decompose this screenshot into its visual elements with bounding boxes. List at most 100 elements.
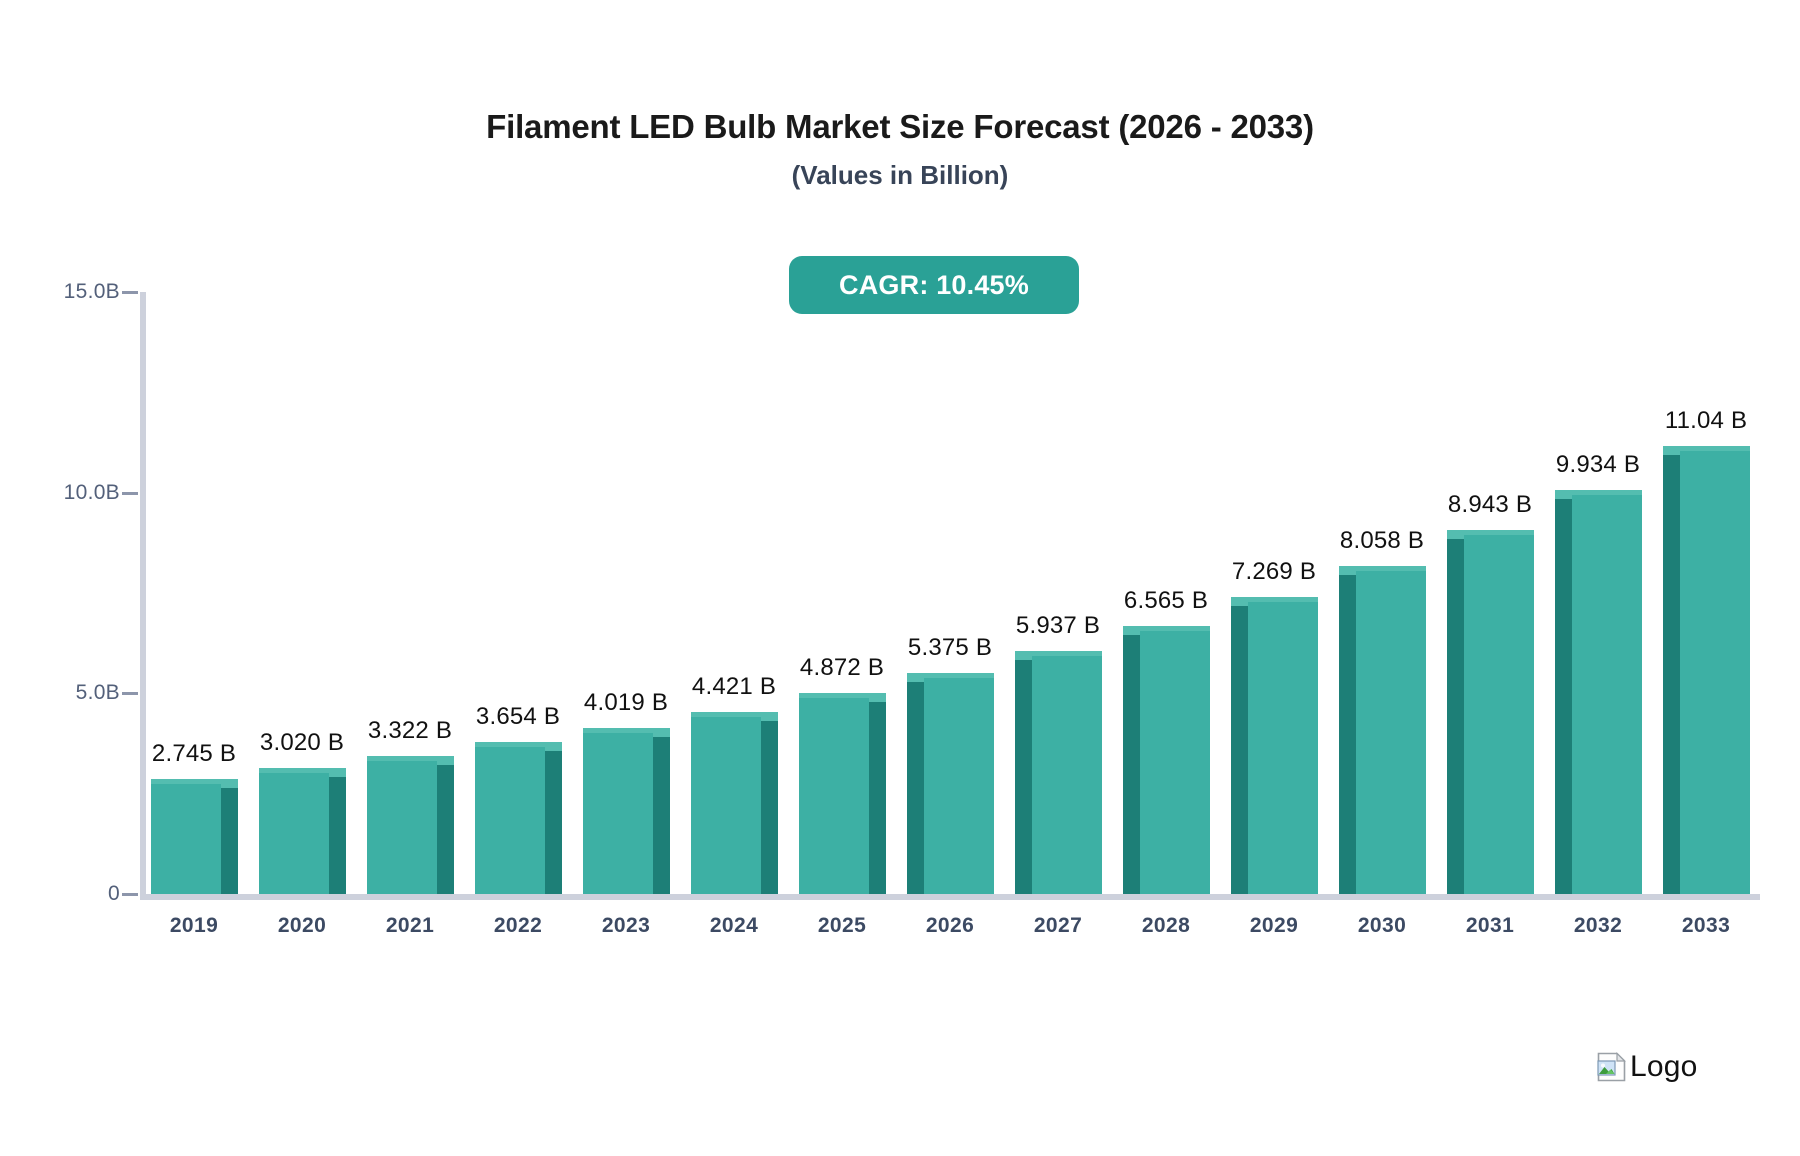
bar-front-face <box>366 760 437 894</box>
bar-top-face <box>1338 565 1426 575</box>
bar-2024[interactable] <box>140 292 1760 894</box>
x-axis-label-2030: 2030 <box>1357 914 1407 937</box>
bar-value-label: 4.019 B <box>583 688 669 716</box>
bar-front-face <box>1247 602 1318 894</box>
bar-side-face <box>328 772 346 894</box>
x-axis-label-2024: 2024 <box>709 914 759 937</box>
bar-side-face <box>220 783 238 894</box>
x-axis-label-2022: 2022 <box>493 914 543 937</box>
bar-side-face <box>760 716 778 894</box>
bar-front-face <box>474 747 545 894</box>
bar-value-label: 3.322 B <box>367 716 453 744</box>
bar-side-face <box>1014 655 1032 894</box>
logo-text: Logo <box>1630 1050 1698 1083</box>
bar-front-face <box>1571 495 1642 894</box>
bar-2031[interactable] <box>140 292 1760 894</box>
bar-value-label: 7.269 B <box>1231 558 1317 586</box>
bar-top-face <box>798 693 886 703</box>
chart-subtitle: (Values in Billion) <box>791 159 1009 190</box>
bar-side-face <box>1230 602 1248 894</box>
x-axis-label-2028: 2028 <box>1141 914 1191 937</box>
bar-side-face <box>1122 630 1140 894</box>
x-axis-label-2027: 2027 <box>1033 914 1083 937</box>
bar-front-face <box>1355 570 1426 894</box>
bar-front-face <box>1139 630 1210 894</box>
bar-front-face <box>1679 450 1750 894</box>
bar-side-face <box>1662 450 1680 894</box>
bar-2033[interactable] <box>140 292 1760 894</box>
bar-value-label: 11.04 B <box>1664 406 1748 434</box>
bar-side-face <box>436 760 454 894</box>
x-axis-label-2033: 2033 <box>1681 914 1731 937</box>
bar-2022[interactable] <box>140 292 1760 894</box>
bar-2025[interactable] <box>140 292 1760 894</box>
bar-2026[interactable] <box>140 292 1760 894</box>
bar-top-face <box>906 673 994 683</box>
y-axis-tick-mark <box>122 491 138 495</box>
bar-top-face <box>1662 445 1750 455</box>
bar-value-label: 9.934 B <box>1555 451 1641 479</box>
x-axis-label-2023: 2023 <box>601 914 651 937</box>
page-title: Filament LED Bulb Market Size Forecast (… <box>486 108 1314 145</box>
bar-2029[interactable] <box>140 292 1760 894</box>
bar-side-face <box>652 732 670 894</box>
bar-2023[interactable] <box>140 292 1760 894</box>
title-block: Filament LED Bulb Market Size Forecast (… <box>0 108 1800 191</box>
bar-top-face <box>582 727 670 737</box>
bar-side-face <box>1446 535 1464 894</box>
y-axis-line <box>140 292 146 900</box>
plot-area: 2.745 B 3.020 B 3.322 B 3.654 B 4.019 B 4.421… <box>64 280 1760 937</box>
bar-front-face <box>582 732 653 894</box>
bar-front-face <box>923 678 994 894</box>
x-axis-label-2032: 2032 <box>1573 914 1623 937</box>
x-axis-label-2019: 2019 <box>169 914 219 937</box>
bar-2020[interactable] <box>140 292 1760 894</box>
bar-value-label: 5.375 B <box>907 634 993 662</box>
broken-image-icon <box>1597 1052 1627 1082</box>
bar-side-face <box>906 678 924 894</box>
bar-side-face <box>1338 570 1356 894</box>
x-axis-label-2026: 2026 <box>925 914 975 937</box>
bar-value-label: 5.937 B <box>1015 611 1101 639</box>
bar-top-face <box>1554 490 1642 500</box>
bar-top-face <box>690 711 778 721</box>
x-axis-label-2020: 2020 <box>277 914 327 937</box>
x-axis-label-2021: 2021 <box>385 914 435 937</box>
bar-value-label: 6.565 B <box>1123 586 1209 614</box>
y-axis-tick-mark <box>122 692 138 696</box>
bar-value-label: 4.872 B <box>799 654 885 682</box>
bar-top-face <box>258 767 346 777</box>
bar-front-face <box>150 783 221 894</box>
bar-value-label: 4.421 B <box>691 672 777 700</box>
y-axis-tick-label: 15.0B <box>63 280 120 303</box>
bar-2021[interactable] <box>140 292 1760 894</box>
bar-value-label: 8.943 B <box>1447 491 1533 519</box>
bar-top-face <box>1446 530 1534 540</box>
bar-front-face <box>798 698 869 894</box>
bar-top-face <box>1014 650 1102 660</box>
bar-2027[interactable] <box>140 292 1760 894</box>
bar-top-face <box>474 742 562 752</box>
bar-2019[interactable] <box>140 292 1760 894</box>
cagr-badge-label: CAGR: 10.45% <box>839 269 1029 300</box>
bar-side-face <box>544 747 562 894</box>
bar-value-label: 8.058 B <box>1339 526 1425 554</box>
y-axis-tick-mark <box>122 291 138 294</box>
bar-2028[interactable] <box>140 292 1760 894</box>
x-axis-label-2025: 2025 <box>817 914 867 937</box>
bar-top-face <box>150 778 238 788</box>
bar-value-label: 3.020 B <box>259 728 345 756</box>
y-axis-tick-label: 0 <box>108 882 120 905</box>
x-axis-label-2031: 2031 <box>1465 914 1515 937</box>
bar-2032[interactable] <box>140 292 1760 894</box>
logo-block: Logo <box>1597 1046 1698 1088</box>
bar-2030[interactable] <box>140 292 1760 894</box>
bar-value-label: 2.745 B <box>151 739 237 767</box>
bars-layer: 2.745 B 3.020 B 3.322 B 3.654 B 4.019 B 4.421… <box>140 292 1760 894</box>
bar-front-face <box>690 716 761 894</box>
y-axis-tick-label: 5.0B <box>75 681 120 705</box>
x-axis-line <box>140 894 1760 900</box>
cagr-badge: CAGR: 10.45% <box>789 256 1079 314</box>
y-axis-tick-mark <box>122 893 138 896</box>
